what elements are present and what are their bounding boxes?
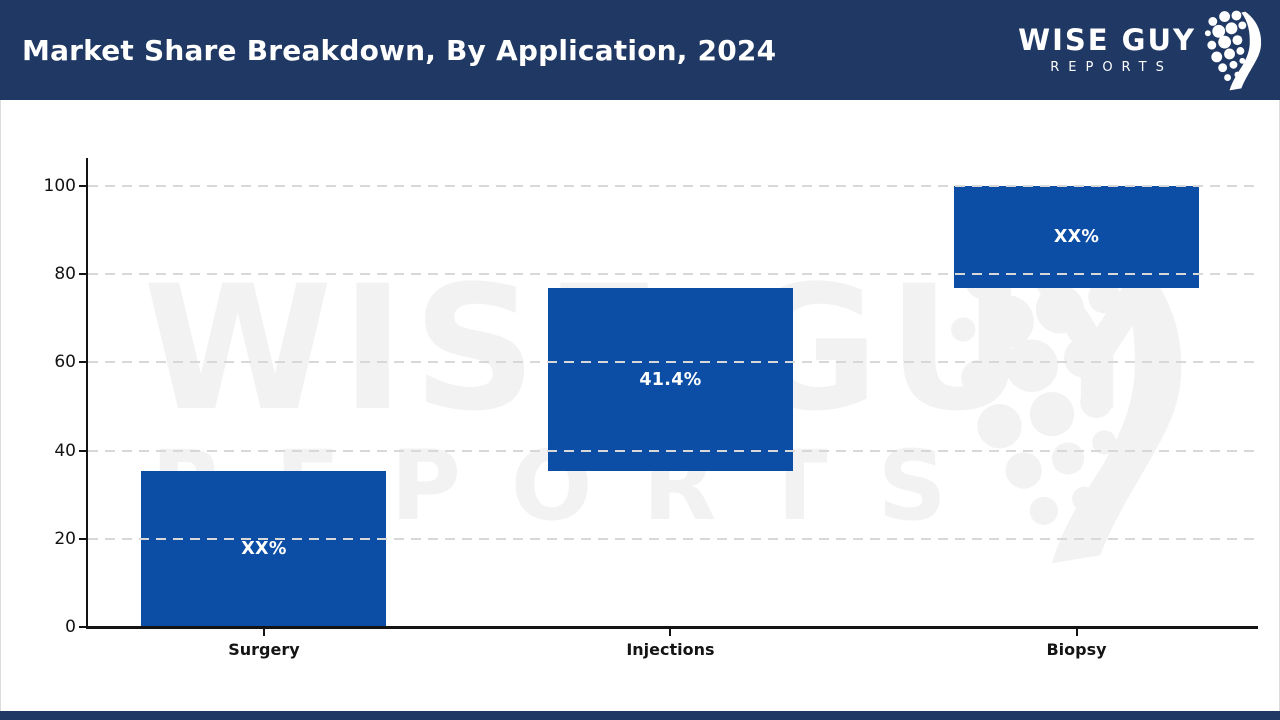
y-tick-mark [79,361,87,364]
x-tick-mark [669,628,672,636]
y-tick-mark [79,185,87,187]
y-tick-label: 100 [43,176,76,196]
gridline [88,361,1258,364]
gridline [88,449,1258,452]
gridline [88,185,1258,187]
y-tick-mark [79,537,87,540]
y-tick-label: 60 [54,352,76,373]
y-tick-label: 0 [65,617,76,637]
gridline [88,537,1258,540]
page-title: Market Share Breakdown, By Application, … [22,33,777,67]
bar-value-label: XX% [1053,227,1100,248]
header-bar: Market Share Breakdown, By Application, … [0,0,1280,100]
bar-surgery: XX% [141,470,387,627]
logo-wordmark-block: WISE GUY REPORTS [1018,22,1196,75]
bar-value-label: XX% [241,538,287,559]
wiseguy-logo: WISE GUY REPORTS [1018,7,1264,93]
category-label-injections: Injections [626,640,715,659]
x-axis [86,626,1258,629]
y-tick-label: 40 [54,440,76,461]
y-axis [86,158,88,628]
bar-injections: 41.4% [547,288,793,471]
logo-head-icon [1204,10,1262,91]
category-label-biopsy: Biopsy [1046,640,1107,659]
x-tick-mark [1075,628,1078,636]
gridline [88,273,1258,276]
x-tick-mark [262,628,265,636]
y-tick-mark [79,449,87,452]
bar-value-label: 41.4% [639,369,702,390]
logo-wordmark: WISE GUY [1018,22,1196,57]
category-label-surgery: Surgery [228,640,300,659]
y-tick-mark [79,626,87,628]
footer-bar [0,711,1280,720]
y-tick-mark [79,273,87,276]
y-tick-label: 80 [54,264,76,285]
logo-reports-text: REPORTS [1050,59,1173,75]
y-tick-label: 20 [54,528,76,549]
